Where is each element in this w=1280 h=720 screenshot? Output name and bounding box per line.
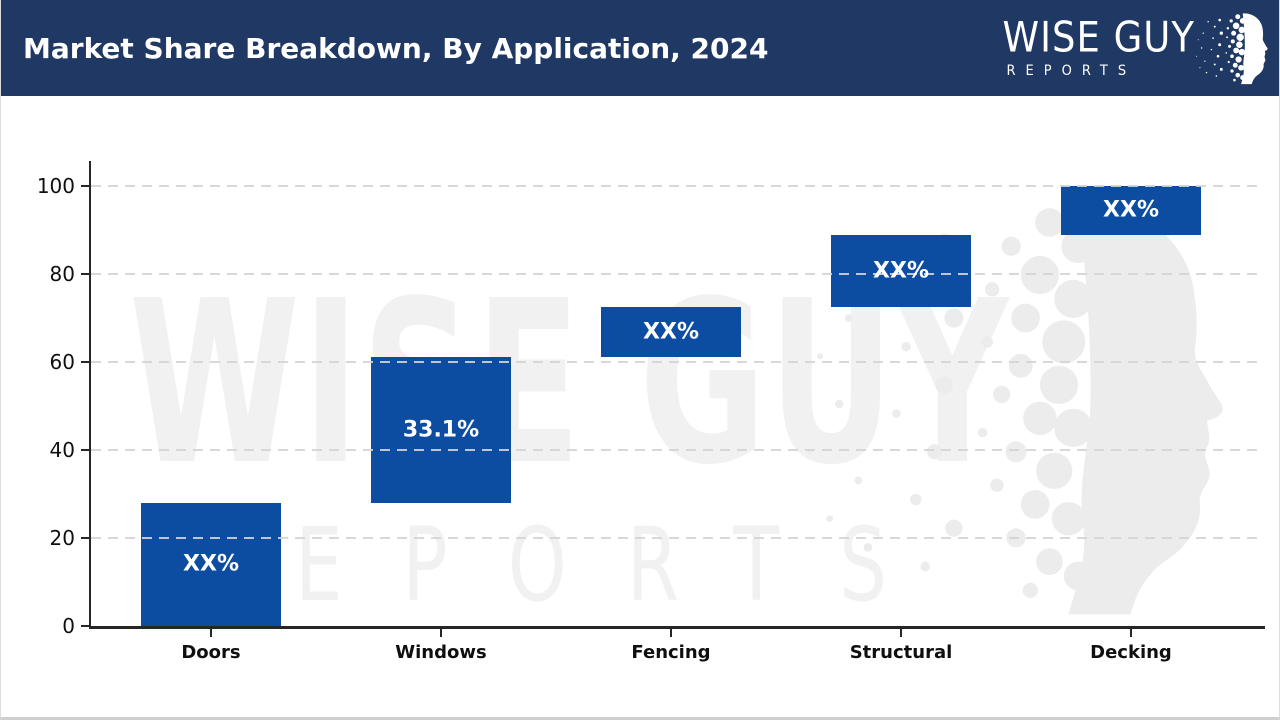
watermark-subtitle: REPORTS (183, 505, 947, 625)
bar-doors (141, 502, 281, 626)
x-tick-label-doors: Doors (181, 642, 241, 663)
bar-decking (1061, 186, 1201, 235)
bar-label-structural: XX% (873, 258, 929, 284)
x-tick-label-fencing: Fencing (631, 642, 711, 663)
x-tick-label-windows: Windows (395, 642, 487, 663)
y-tick-60 (81, 361, 89, 363)
chart-title: Market Share Breakdown, By Application, … (23, 31, 769, 65)
bar-fencing (601, 306, 741, 358)
plot-area: XX% 33.1% XX% XX% XX% 0 20 40 60 80 100 Doors Window… (37, 161, 1265, 663)
header-bar: Market Share Breakdown, By Application, … (1, 0, 1279, 96)
chart-area: WISE GUY REPORTS XX% 33.1% XX% XX% XX% 0 20 40 6… (1, 96, 1279, 717)
bar-label-fencing: XX% (643, 319, 699, 345)
y-tick-40 (81, 449, 89, 451)
y-tick-label-0: 0 (62, 614, 75, 638)
x-tick-decking (1130, 629, 1132, 637)
x-tick-label-structural: Structural (849, 642, 953, 663)
x-tick-doors (210, 629, 212, 637)
bar-label-doors: XX% (183, 551, 239, 577)
y-tick-0 (81, 625, 89, 627)
gridline-40 (91, 449, 1263, 451)
bar-structural (831, 234, 971, 307)
y-tick-label-20: 20 (49, 526, 75, 550)
x-tick-label-decking: Decking (1090, 642, 1172, 663)
bar-windows (371, 357, 511, 503)
y-tick-label-80: 80 (49, 262, 75, 286)
x-tick-fencing (670, 629, 672, 637)
y-tick-80 (81, 273, 89, 275)
y-axis-line (89, 161, 91, 629)
x-tick-structural (900, 629, 902, 637)
y-tick-label-40: 40 (49, 438, 75, 462)
gridline-100 (91, 185, 1263, 187)
logo-wordmark: WISE GUY (1002, 13, 1195, 62)
bar-label-windows: 33.1% (402, 417, 480, 443)
watermark-wordmark: WISE GUY (129, 252, 1011, 515)
x-axis-line (89, 626, 1265, 629)
y-tick-100 (81, 185, 89, 187)
x-tick-windows (440, 629, 442, 637)
gridline-80 (91, 273, 1263, 275)
wise-guy-logo: WISE GUY REPORTS (1003, 6, 1269, 90)
gridline-60 (91, 361, 1263, 363)
y-tick-label-60: 60 (49, 350, 75, 374)
gridline-20 (91, 537, 1263, 539)
bar-label-decking: XX% (1103, 197, 1159, 223)
y-tick-label-100: 100 (36, 174, 75, 198)
y-tick-20 (81, 537, 89, 539)
logo-text: WISE GUY REPORTS (1003, 17, 1195, 80)
logo-subtitle: REPORTS (1006, 62, 1137, 80)
face-profile-dots-icon (1195, 6, 1269, 90)
